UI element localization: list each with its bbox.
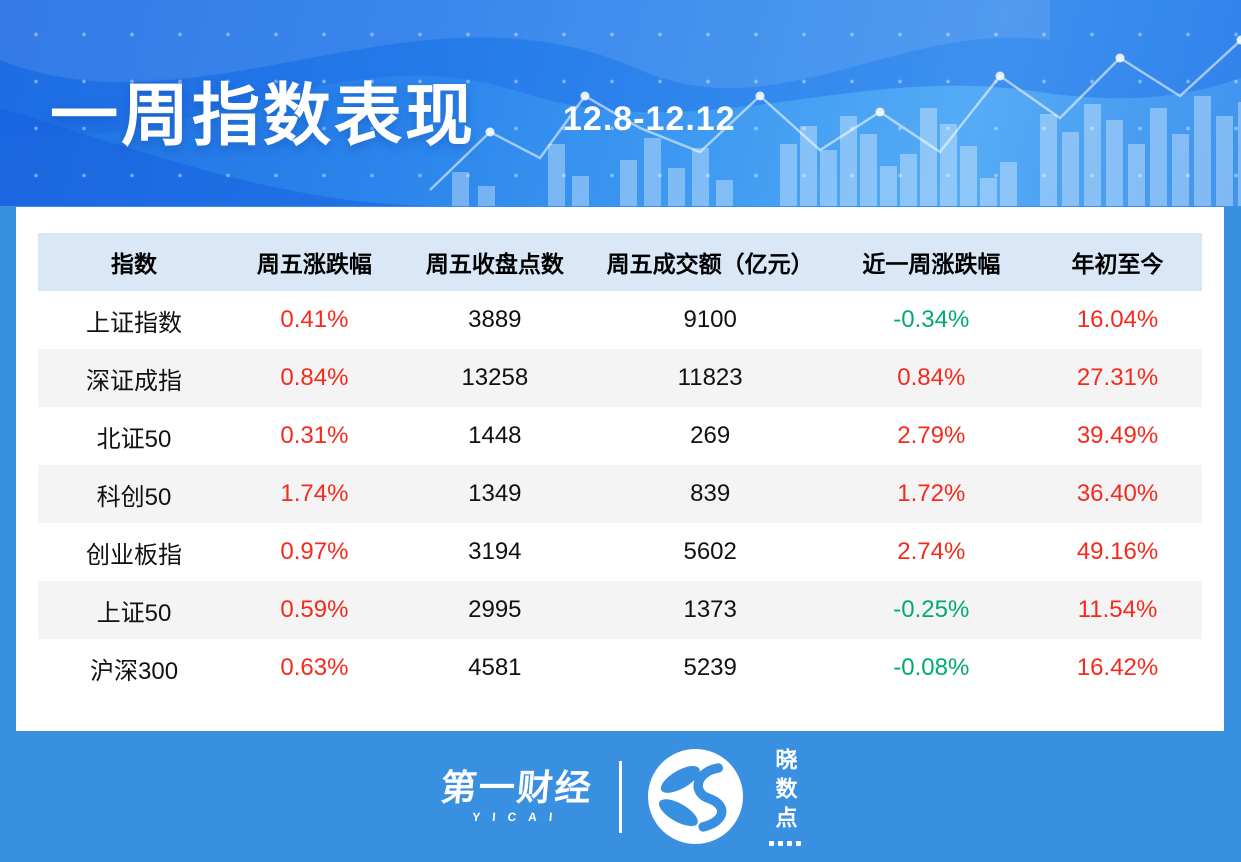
xiaoshudian-label: 晓数点	[772, 747, 798, 835]
xiaoshudian-label-block: 晓数点	[768, 747, 801, 846]
table-card: 指数 周五涨跌幅 周五收盘点数 周五成交额（亿元） 近一周涨跌幅 年初至今 上证指数 0.4…	[16, 207, 1224, 731]
cell-fri_close: 13258	[461, 364, 529, 391]
banner-trendline-dots-icon	[485, 35, 1241, 137]
footer: 第一财经 YICAI 晓数点	[0, 731, 1241, 862]
table-row: 沪深300 0.63% 4581 5239 -0.08% 16.42%	[38, 639, 1202, 697]
cell-name: 北证50	[96, 425, 172, 453]
cell-name: 创业板指	[86, 541, 183, 569]
cell-ytd: 49.16%	[1076, 538, 1159, 565]
cell-fri_change: 0.97%	[280, 538, 349, 565]
cell-fri_change: 1.74%	[280, 480, 349, 507]
footer-divider	[618, 760, 622, 833]
column-header-fri_close: 周五收盘点数	[425, 251, 564, 277]
cell-fri_close: 4581	[468, 654, 522, 681]
table-row: 上证50 0.59% 2995 1373 -0.25% 11.54%	[38, 581, 1202, 639]
xiaoshudian-logo-icon	[647, 749, 743, 844]
column-header-ytd: 年初至今	[1071, 251, 1164, 277]
table-row: 深证成指 0.84% 13258 11823 0.84% 27.31%	[38, 349, 1202, 407]
cell-ytd: 39.49%	[1076, 422, 1159, 449]
cell-fri_close: 1349	[468, 480, 522, 507]
cell-name: 科创50	[96, 483, 172, 511]
cell-name: 上证50	[96, 599, 172, 627]
table-row: 创业板指 0.97% 3194 5602 2.74% 49.16%	[38, 523, 1202, 581]
cell-week_change: 2.74%	[897, 538, 966, 565]
column-header-fri_turnover: 周五成交额（亿元）	[606, 251, 814, 277]
cell-name: 深证成指	[86, 367, 183, 395]
cell-ytd: 36.40%	[1076, 480, 1159, 507]
cell-fri_close: 3889	[468, 306, 522, 333]
cell-week_change: -0.25%	[893, 596, 970, 623]
banner-wave-decoration-icon	[0, 0, 1241, 206]
yicai-logo-name: 第一财经	[439, 766, 596, 808]
cell-week_change: -0.34%	[893, 306, 970, 333]
table-header-row: 指数 周五涨跌幅 周五收盘点数 周五成交额（亿元） 近一周涨跌幅 年初至今	[38, 233, 1202, 291]
cell-fri_turnover: 269	[690, 422, 731, 449]
table-row: 科创50 1.74% 1349 839 1.72% 36.40%	[38, 465, 1202, 523]
cell-fri_close: 2995	[468, 596, 522, 623]
cell-ytd: 16.42%	[1076, 654, 1159, 681]
cell-fri_change: 0.31%	[280, 422, 349, 449]
cell-name: 上证指数	[86, 309, 183, 337]
cell-week_change: -0.08%	[893, 654, 970, 681]
yicai-logo: 第一财经 YICAI	[438, 766, 596, 824]
banner-trendline-icon	[429, 39, 1241, 191]
cell-fri_change: 0.84%	[280, 364, 349, 391]
index-table: 指数 周五涨跌幅 周五收盘点数 周五成交额（亿元） 近一周涨跌幅 年初至今 上证指数 0.4…	[38, 233, 1202, 697]
column-header-fri_change: 周五涨跌幅	[256, 251, 372, 277]
cell-week_change: 1.72%	[897, 480, 966, 507]
cell-fri_change: 0.41%	[280, 306, 349, 333]
cell-name: 沪深300	[90, 657, 179, 685]
banner: 一周指数表现 12.8-12.12	[0, 0, 1241, 206]
cell-fri_change: 0.59%	[280, 596, 349, 623]
cell-week_change: 2.79%	[897, 422, 966, 449]
column-header-name: 指数	[111, 251, 158, 277]
column-header-week_change: 近一周涨跌幅	[862, 251, 1001, 277]
table-row: 北证50 0.31% 1448 269 2.79% 39.49%	[38, 407, 1202, 465]
cell-fri_turnover: 5602	[683, 538, 737, 565]
cell-fri_close: 3194	[468, 538, 522, 565]
table-row: 上证指数 0.41% 3889 9100 -0.34% 16.04%	[38, 291, 1202, 349]
yicai-logo-sub: YICAI	[472, 809, 566, 824]
cell-fri_turnover: 839	[690, 480, 731, 507]
cell-fri_turnover: 9100	[683, 306, 737, 333]
cell-ytd: 16.04%	[1076, 306, 1159, 333]
cell-week_change: 0.84%	[897, 364, 966, 391]
cell-fri_change: 0.63%	[280, 654, 349, 681]
banner-bars-icon	[452, 96, 1241, 206]
xiaoshudian-dots-icon	[768, 840, 801, 846]
cell-ytd: 27.31%	[1076, 364, 1159, 391]
table-body: 上证指数 0.41% 3889 9100 -0.34% 16.04% 深证成指 0.84% 13…	[38, 291, 1202, 697]
cell-ytd: 11.54%	[1077, 596, 1158, 623]
date-range: 12.8-12.12	[563, 100, 736, 138]
page-title: 一周指数表现	[50, 78, 477, 154]
cell-fri_turnover: 11823	[677, 364, 743, 391]
cell-fri_turnover: 5239	[683, 654, 737, 681]
cell-fri_close: 1448	[468, 422, 522, 449]
cell-fri_turnover: 1373	[683, 596, 737, 623]
